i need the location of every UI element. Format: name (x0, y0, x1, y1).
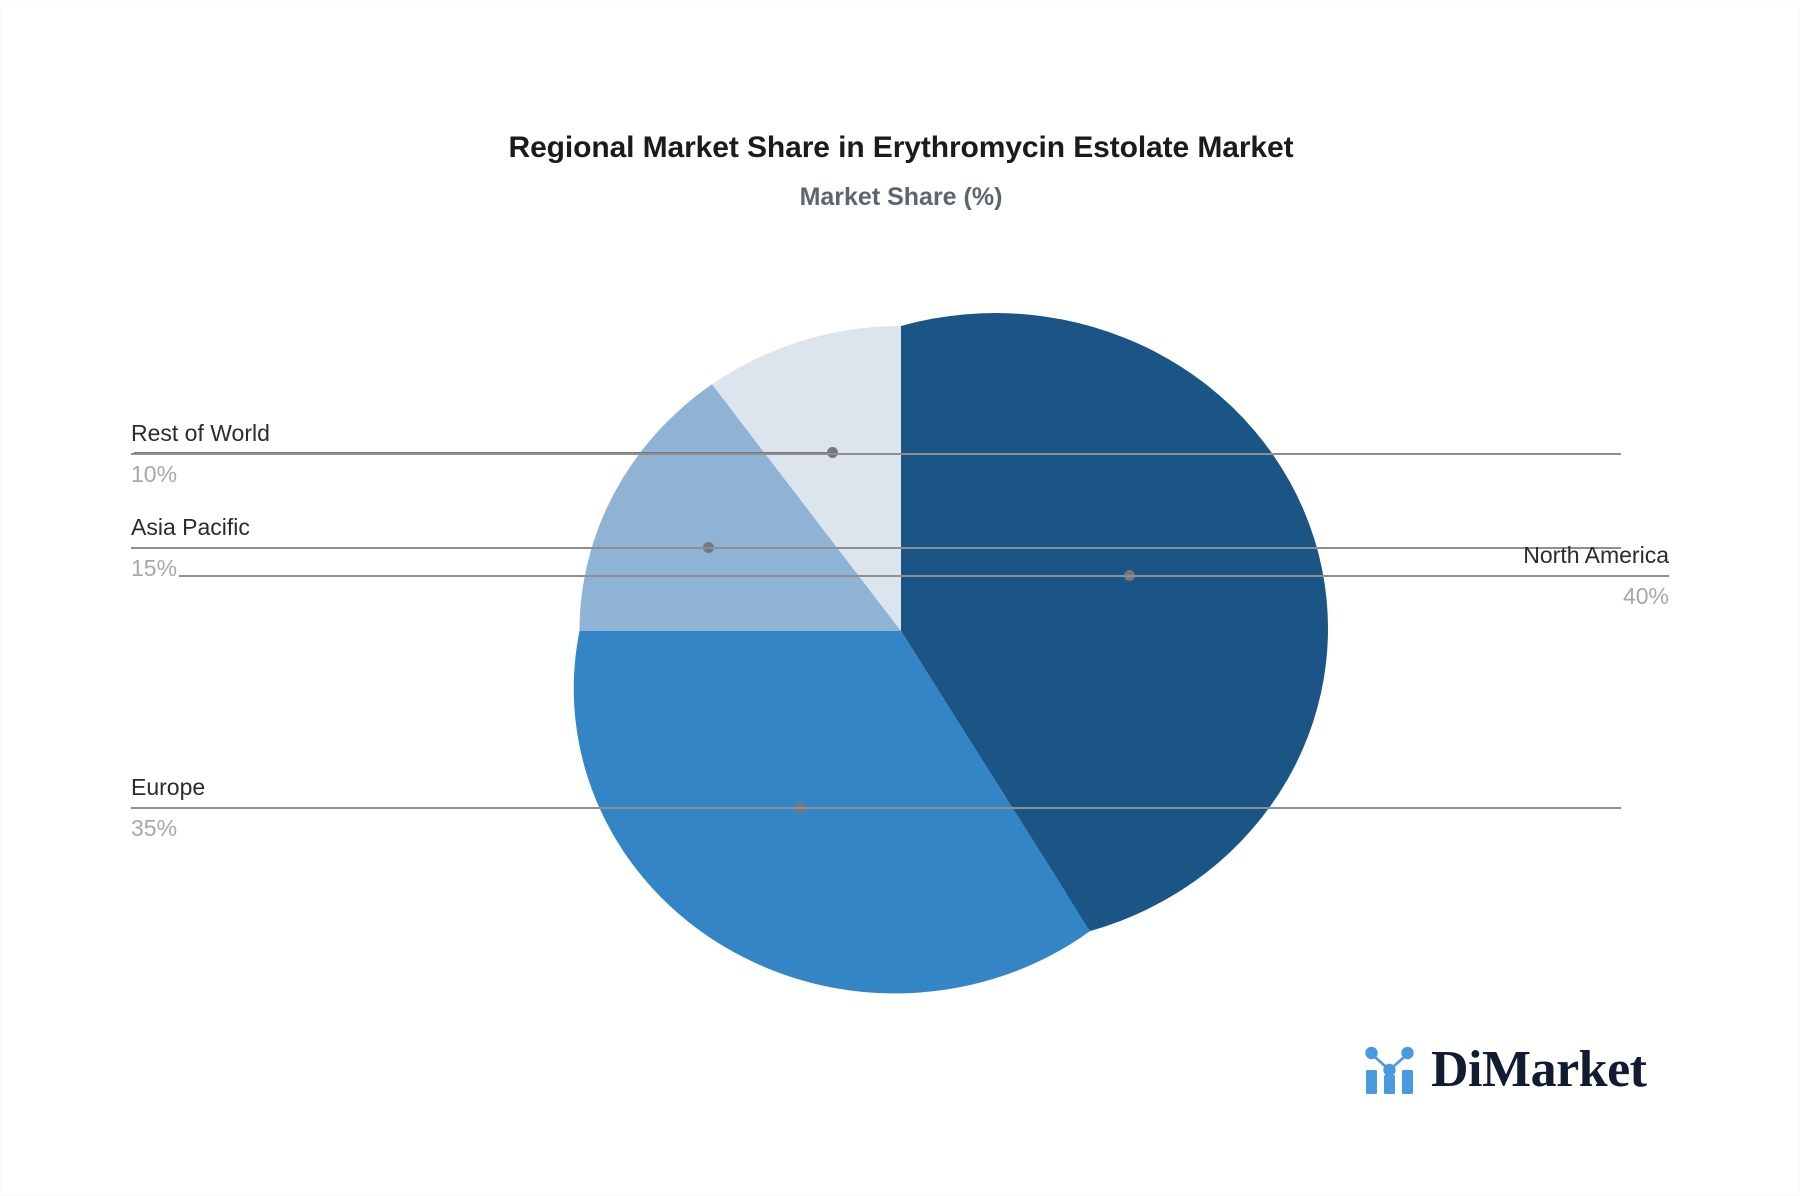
title-block: Regional Market Share in Erythromycin Es… (1, 129, 1799, 213)
callout-rule (131, 547, 1621, 549)
callout-rule (179, 575, 1669, 577)
chart-subtitle: Market Share (%) (799, 183, 1003, 211)
callout-label-rest-of-world: Rest of World (131, 420, 270, 446)
brand-name: DiMarket (1431, 1041, 1647, 1098)
callout-asia-pacific: Asia Pacific 15% (131, 513, 1621, 582)
brand-logo: DiMarket (1363, 1041, 1647, 1098)
callout-label-europe: Europe (131, 774, 206, 800)
callout-north-america: North America 40% (179, 541, 1669, 610)
callout-value-rest-of-world: 10% (131, 461, 178, 487)
callout-label-asia-pacific: Asia Pacific (131, 514, 250, 540)
callout-value-europe: 35% (131, 815, 178, 841)
callout-rest-of-world: Rest of World 10% (131, 419, 1621, 488)
bar-chart-icon (1365, 1046, 1414, 1094)
callout-rule (131, 453, 1621, 455)
callout-rule (131, 807, 1621, 809)
callout-value-north-america: 40% (1622, 583, 1669, 609)
leader-dot-rest-of-world (827, 447, 838, 458)
page-title: Regional Market Share in Erythromycin Es… (508, 131, 1294, 164)
pie-top-face-group (573, 313, 1329, 994)
callout-value-asia-pacific: 15% (131, 555, 178, 581)
callout-europe: Europe 35% (131, 773, 1621, 842)
callout-label-north-america: North America (1523, 542, 1669, 568)
